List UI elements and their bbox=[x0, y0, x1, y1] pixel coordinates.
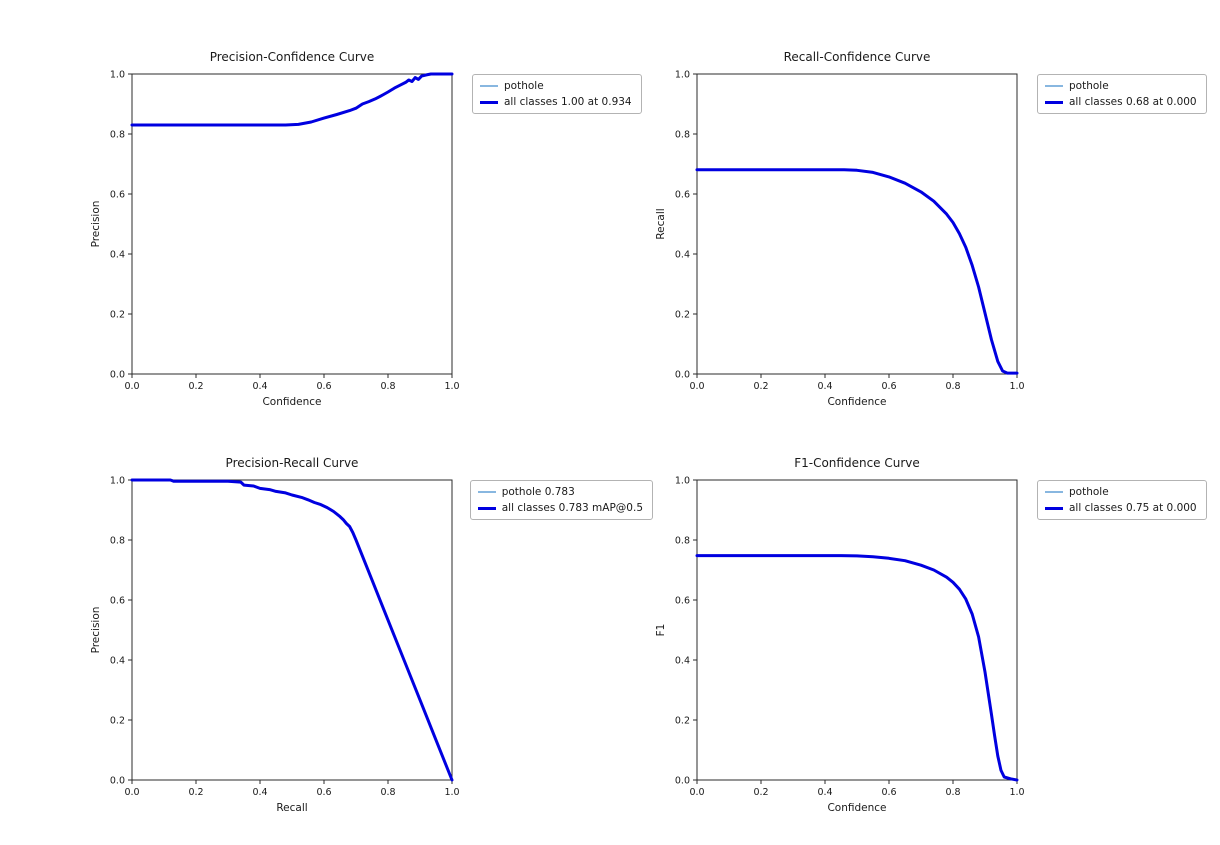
all-classes-line-swatch bbox=[477, 506, 496, 510]
svg-text:0.4: 0.4 bbox=[252, 787, 267, 798]
svg-text:0.2: 0.2 bbox=[753, 787, 768, 798]
svg-text:0.4: 0.4 bbox=[675, 250, 690, 261]
plot-area: 0.0 0.2 0.4 0.6 0.8 1.0 0.0 0.2 0.4 0.6 0.8 1.0 Conf… bbox=[655, 476, 1025, 815]
svg-text:1.0: 1.0 bbox=[675, 476, 690, 487]
legend-item-all-classes: all classes 0.783 mAP@0.5 bbox=[477, 502, 643, 514]
svg-text:0.8: 0.8 bbox=[675, 536, 690, 547]
svg-text:0.2: 0.2 bbox=[675, 716, 690, 727]
svg-text:0.4: 0.4 bbox=[110, 656, 125, 667]
legend-item-pothole: pothole bbox=[1045, 80, 1197, 92]
svg-text:0.4: 0.4 bbox=[817, 787, 832, 798]
svg-text:0.8: 0.8 bbox=[675, 130, 690, 141]
svg-text:1.0: 1.0 bbox=[444, 787, 459, 798]
svg-text:Confidence: Confidence bbox=[827, 396, 886, 408]
svg-text:Recall: Recall bbox=[276, 802, 307, 814]
legend-label: pothole bbox=[504, 80, 544, 92]
all-classes-line-swatch bbox=[480, 100, 498, 104]
legend: pothole all classes 1.00 at 0.934 bbox=[472, 74, 642, 114]
svg-text:1.0: 1.0 bbox=[110, 476, 125, 487]
svg-text:1.0: 1.0 bbox=[1009, 381, 1024, 392]
svg-text:0.0: 0.0 bbox=[689, 787, 704, 798]
legend-label: all classes 0.68 at 0.000 bbox=[1069, 96, 1197, 108]
svg-text:0.4: 0.4 bbox=[817, 381, 832, 392]
svg-text:0.8: 0.8 bbox=[945, 787, 960, 798]
legend-item-pothole: pothole bbox=[480, 80, 632, 92]
svg-text:0.0: 0.0 bbox=[110, 370, 125, 381]
all-classes-line-swatch bbox=[1045, 506, 1063, 510]
legend-label: pothole bbox=[1069, 80, 1109, 92]
svg-text:Precision: Precision bbox=[90, 607, 102, 654]
legend-item-all-classes: all classes 0.68 at 0.000 bbox=[1045, 96, 1197, 108]
svg-text:0.8: 0.8 bbox=[110, 536, 125, 547]
svg-text:0.8: 0.8 bbox=[110, 130, 125, 141]
pothole-line-swatch bbox=[480, 85, 498, 87]
svg-text:0.2: 0.2 bbox=[753, 381, 768, 392]
legend-item-all-classes: all classes 1.00 at 0.934 bbox=[480, 96, 632, 108]
f1-confidence-figure: F1-Confidence Curve 0.0 0.2 0.4 0.6 0.8 1.0 0.… bbox=[653, 456, 1218, 816]
legend-label: pothole 0.783 bbox=[501, 486, 575, 498]
recall-confidence-figure: Recall-Confidence Curve 0.0 0.2 0.4 0.6 0.8 1… bbox=[653, 50, 1218, 410]
svg-text:0.2: 0.2 bbox=[675, 310, 690, 321]
svg-text:0.6: 0.6 bbox=[110, 190, 125, 201]
pothole-line-swatch bbox=[1045, 491, 1063, 493]
svg-text:0.6: 0.6 bbox=[675, 596, 690, 607]
svg-text:0.8: 0.8 bbox=[380, 381, 395, 392]
svg-text:0.6: 0.6 bbox=[675, 190, 690, 201]
pothole-line-swatch bbox=[1045, 85, 1063, 87]
svg-text:F1: F1 bbox=[655, 624, 667, 637]
svg-text:0.0: 0.0 bbox=[689, 381, 704, 392]
svg-text:0.0: 0.0 bbox=[675, 370, 690, 381]
svg-text:0.4: 0.4 bbox=[675, 656, 690, 667]
svg-text:0.2: 0.2 bbox=[188, 787, 203, 798]
pothole-line-swatch bbox=[477, 491, 496, 493]
precision-recall-figure: Precision-Recall Curve 0.0 0.2 0.4 0.6 0.8 1.… bbox=[88, 456, 653, 816]
plot-area: 0.0 0.2 0.4 0.6 0.8 1.0 0.0 0.2 0.4 0.6 0.8 1.0 Conf… bbox=[655, 70, 1025, 409]
svg-text:1.0: 1.0 bbox=[444, 381, 459, 392]
svg-text:0.2: 0.2 bbox=[110, 310, 125, 321]
svg-text:0.2: 0.2 bbox=[110, 716, 125, 727]
svg-text:0.6: 0.6 bbox=[316, 381, 331, 392]
svg-text:Confidence: Confidence bbox=[827, 802, 886, 814]
legend-item-pothole: pothole 0.783 bbox=[477, 486, 643, 498]
svg-text:0.4: 0.4 bbox=[110, 250, 125, 261]
legend-label: all classes 0.75 at 0.000 bbox=[1069, 502, 1197, 514]
chart-title: Precision-Recall Curve bbox=[225, 456, 359, 470]
chart-title: Precision-Confidence Curve bbox=[209, 50, 375, 64]
svg-text:0.2: 0.2 bbox=[188, 381, 203, 392]
legend-label: all classes 1.00 at 0.934 bbox=[504, 96, 632, 108]
svg-text:1.0: 1.0 bbox=[110, 70, 125, 81]
legend: pothole 0.783 all classes 0.783 mAP@0.5 bbox=[469, 480, 653, 520]
all-classes-line-swatch bbox=[1045, 100, 1063, 104]
svg-text:0.0: 0.0 bbox=[675, 776, 690, 787]
svg-text:0.6: 0.6 bbox=[881, 381, 896, 392]
svg-text:1.0: 1.0 bbox=[675, 70, 690, 81]
legend-label: all classes 0.783 mAP@0.5 bbox=[501, 502, 643, 514]
svg-text:0.0: 0.0 bbox=[124, 787, 139, 798]
legend-item-pothole: pothole bbox=[1045, 486, 1197, 498]
svg-text:0.4: 0.4 bbox=[252, 381, 267, 392]
svg-text:0.6: 0.6 bbox=[110, 596, 125, 607]
plot-area: 0.0 0.2 0.4 0.6 0.8 1.0 0.0 0.2 0.4 0.6 0.8 1.0 Reca… bbox=[90, 476, 460, 815]
legend-label: pothole bbox=[1069, 486, 1109, 498]
svg-text:0.0: 0.0 bbox=[124, 381, 139, 392]
metrics-figure-grid: Precision-Confidence Curve 0.0 0.2 0.4 0.6 0… bbox=[88, 50, 1218, 816]
svg-text:0.8: 0.8 bbox=[945, 381, 960, 392]
legend-item-all-classes: all classes 0.75 at 0.000 bbox=[1045, 502, 1197, 514]
svg-text:Confidence: Confidence bbox=[262, 396, 321, 408]
legend: pothole all classes 0.75 at 0.000 bbox=[1037, 480, 1207, 520]
svg-text:Precision: Precision bbox=[90, 201, 102, 248]
svg-text:Recall: Recall bbox=[655, 208, 667, 239]
svg-text:0.0: 0.0 bbox=[110, 776, 125, 787]
legend: pothole all classes 0.68 at 0.000 bbox=[1037, 74, 1207, 114]
plot-area: 0.0 0.2 0.4 0.6 0.8 1.0 0.0 0.2 0.4 0.6 0.8 1.0 Conf… bbox=[90, 70, 460, 409]
svg-text:0.6: 0.6 bbox=[881, 787, 896, 798]
chart-title: Recall-Confidence Curve bbox=[783, 50, 931, 64]
svg-text:1.0: 1.0 bbox=[1009, 787, 1024, 798]
chart-title: F1-Confidence Curve bbox=[794, 456, 920, 470]
svg-text:0.8: 0.8 bbox=[380, 787, 395, 798]
svg-text:0.6: 0.6 bbox=[316, 787, 331, 798]
precision-confidence-figure: Precision-Confidence Curve 0.0 0.2 0.4 0.6 0… bbox=[88, 50, 653, 410]
